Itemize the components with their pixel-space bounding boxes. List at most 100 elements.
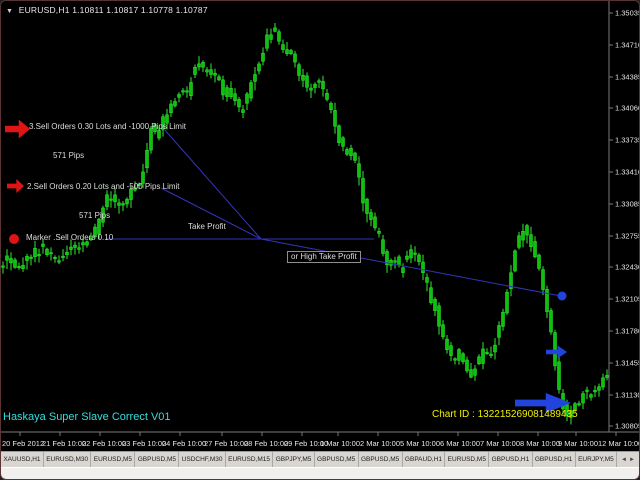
one-click-dropdown-icon[interactable]: ▼ xyxy=(6,8,14,15)
tab-scroll-left-icon[interactable]: ◄ xyxy=(621,456,627,463)
chart-tab-gbpjpy-m5[interactable]: GBPJPY,M5 xyxy=(273,452,315,467)
pips-upper-label[interactable]: 571 Pips xyxy=(53,151,85,160)
candle-body xyxy=(401,267,405,273)
candle-body xyxy=(365,198,369,214)
candle-body xyxy=(153,124,157,132)
ea-watermark: Haskaya Super Slave Correct V01 xyxy=(3,411,171,423)
candle-body xyxy=(201,62,205,68)
time-label: 27 Feb 10:00 xyxy=(204,439,248,448)
candle-body xyxy=(601,377,605,388)
chart-tab-eurusd-m5[interactable]: EURUSD,M5 xyxy=(91,452,136,467)
candle-body xyxy=(537,254,541,269)
sell2-line[interactable] xyxy=(160,187,262,240)
high-take-profit-label[interactable]: or High Take Profit xyxy=(287,251,361,263)
chart-tab-gbpaud-h1[interactable]: GBPAUD,H1 xyxy=(403,452,446,467)
candle-body xyxy=(421,261,425,273)
window-bottom-strip xyxy=(1,467,639,479)
marker-sell-label[interactable]: Marker .Sell Orders 0.10 xyxy=(26,233,114,242)
candle-body xyxy=(193,66,197,75)
candle-body xyxy=(589,394,593,398)
candle-body xyxy=(389,260,393,266)
candle-body xyxy=(425,277,429,283)
candle-body xyxy=(501,311,505,327)
candle-body xyxy=(189,82,193,97)
candle-body xyxy=(525,225,529,236)
candle-body xyxy=(557,361,561,390)
candle-body xyxy=(405,255,409,260)
candle-body xyxy=(465,359,469,372)
candle-body xyxy=(289,50,293,54)
price-label: 1.33085 xyxy=(615,200,639,209)
sell2-label[interactable]: 2.Sell Orders 0.20 Lots and -500 Pips Li… xyxy=(27,182,180,191)
red-arrow-2-icon[interactable] xyxy=(7,179,24,193)
candle-body xyxy=(237,99,241,108)
candle-body xyxy=(493,344,497,353)
candle-body xyxy=(437,305,441,327)
candle-body xyxy=(9,258,13,264)
chart-tab-eurusd-m5[interactable]: EURUSD,M5 xyxy=(445,452,490,467)
candle-body xyxy=(605,375,609,378)
candle-body xyxy=(33,247,37,257)
candle-body xyxy=(169,103,173,114)
candle-body xyxy=(317,80,321,83)
chart-tab-usdchf-m30[interactable]: USDCHF,M30 xyxy=(179,452,226,467)
candle-body xyxy=(129,188,133,200)
candle-body xyxy=(177,94,181,98)
candle-body xyxy=(285,49,289,54)
time-label: 12 Mar 10:00 xyxy=(598,439,639,448)
candle-body xyxy=(481,348,485,364)
candle-body xyxy=(77,247,81,250)
candle-body xyxy=(181,90,185,93)
candle-body xyxy=(461,353,465,363)
candle-body xyxy=(29,256,33,259)
chart-tab-gbpusd-m5[interactable]: GBPUSD,M5 xyxy=(359,452,403,467)
sell3-label[interactable]: 3.Sell Orders 0.30 Lots and -1000 Pips L… xyxy=(29,122,186,131)
time-label: 6 Mar 10:00 xyxy=(440,439,480,448)
candle-body xyxy=(257,63,261,72)
candle-body xyxy=(445,338,449,350)
chart-tab-eurusd-m30[interactable]: EURUSD,M30 xyxy=(44,452,92,467)
chart-tab-xauusd-h1[interactable]: XAUUSD,H1 xyxy=(1,452,44,467)
candle-body xyxy=(433,298,437,311)
take-profit-label[interactable]: Take Profit xyxy=(188,222,226,231)
candle-body xyxy=(1,265,5,268)
chart-tabs: XAUUSD,H1 EURUSD,M30 EURUSD,M5 GBPUSD,M5 USD… xyxy=(1,452,618,467)
candle-body xyxy=(241,109,245,113)
pips-lower-label[interactable]: 571 Pips xyxy=(79,211,111,220)
price-label: 1.33410 xyxy=(615,168,639,177)
tab-scroll-right-icon[interactable]: ► xyxy=(629,456,635,463)
candle-body xyxy=(101,207,105,223)
time-label: 2 Mar 10:00 xyxy=(360,439,400,448)
red-arrow-1-icon[interactable] xyxy=(5,119,30,139)
candle-body xyxy=(93,226,97,237)
chart-tab-eurjpy-m5[interactable]: EURJPY,M5 xyxy=(576,452,618,467)
sell3-line[interactable] xyxy=(163,128,262,240)
chart-tab-eurusd-m15[interactable]: EURUSD,M15 xyxy=(226,452,274,467)
candle-body xyxy=(273,27,277,32)
candle-body xyxy=(441,324,445,338)
blue-arrow-2-icon[interactable] xyxy=(515,393,571,413)
candle-body xyxy=(357,163,361,178)
candle-body xyxy=(325,93,329,100)
candle-body xyxy=(549,310,553,333)
candle-body xyxy=(265,34,269,49)
candle-body xyxy=(585,389,589,392)
chart-canvas[interactable]: 1.35035 1.34710 1.34385 1.34060 1.33735 1.334… xyxy=(1,1,639,451)
blue-arrow-1-icon[interactable] xyxy=(546,345,567,359)
chart-tab-gbpusd-h1[interactable]: GBPUSD,H1 xyxy=(533,452,576,467)
chart-tab-gbpusd-m5[interactable]: GBPUSD,M5 xyxy=(135,452,180,467)
candle-body xyxy=(141,171,145,184)
chart-tab-gbpusd-h1[interactable]: GBPUSD,H1 xyxy=(489,452,533,467)
candle-body xyxy=(57,260,61,263)
tab-scroll-controls: ◄ ► xyxy=(617,452,639,467)
blue-dot-icon[interactable] xyxy=(557,291,567,301)
candle-body xyxy=(349,147,353,156)
chart-tab-gbpusd-m5[interactable]: GBPUSD,M5 xyxy=(315,452,359,467)
candle-body xyxy=(21,265,25,269)
price-label: 1.34710 xyxy=(615,41,639,50)
marker-dot-icon[interactable] xyxy=(9,234,19,244)
high-tp-line[interactable] xyxy=(260,238,562,297)
candle-body xyxy=(305,75,309,88)
candle-body xyxy=(209,69,213,75)
